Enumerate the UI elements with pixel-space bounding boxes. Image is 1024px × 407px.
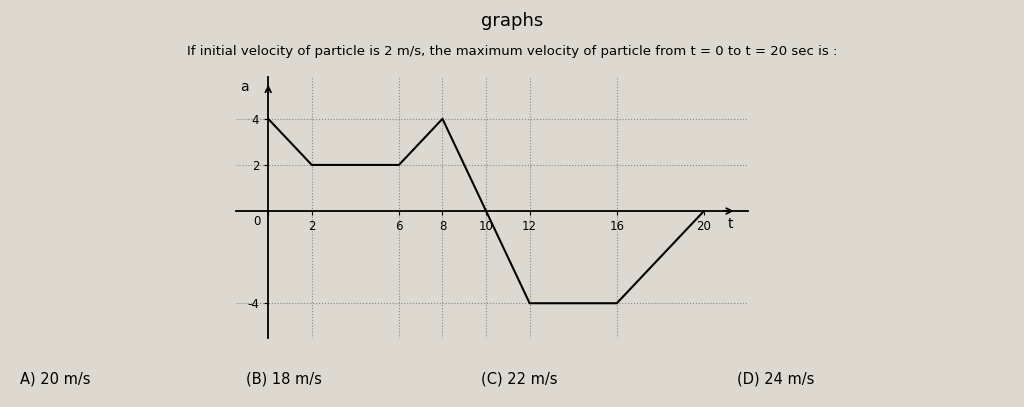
Text: (C) 22 m/s: (C) 22 m/s bbox=[481, 372, 558, 387]
Text: If initial velocity of particle is 2 m/s, the maximum velocity of particle from : If initial velocity of particle is 2 m/s… bbox=[186, 45, 838, 58]
Text: graphs: graphs bbox=[481, 12, 543, 30]
Text: 0: 0 bbox=[254, 215, 261, 228]
Text: a: a bbox=[240, 79, 249, 94]
Text: A) 20 m/s: A) 20 m/s bbox=[20, 372, 91, 387]
Text: (B) 18 m/s: (B) 18 m/s bbox=[246, 372, 322, 387]
Text: t: t bbox=[727, 217, 733, 231]
Text: (D) 24 m/s: (D) 24 m/s bbox=[737, 372, 815, 387]
